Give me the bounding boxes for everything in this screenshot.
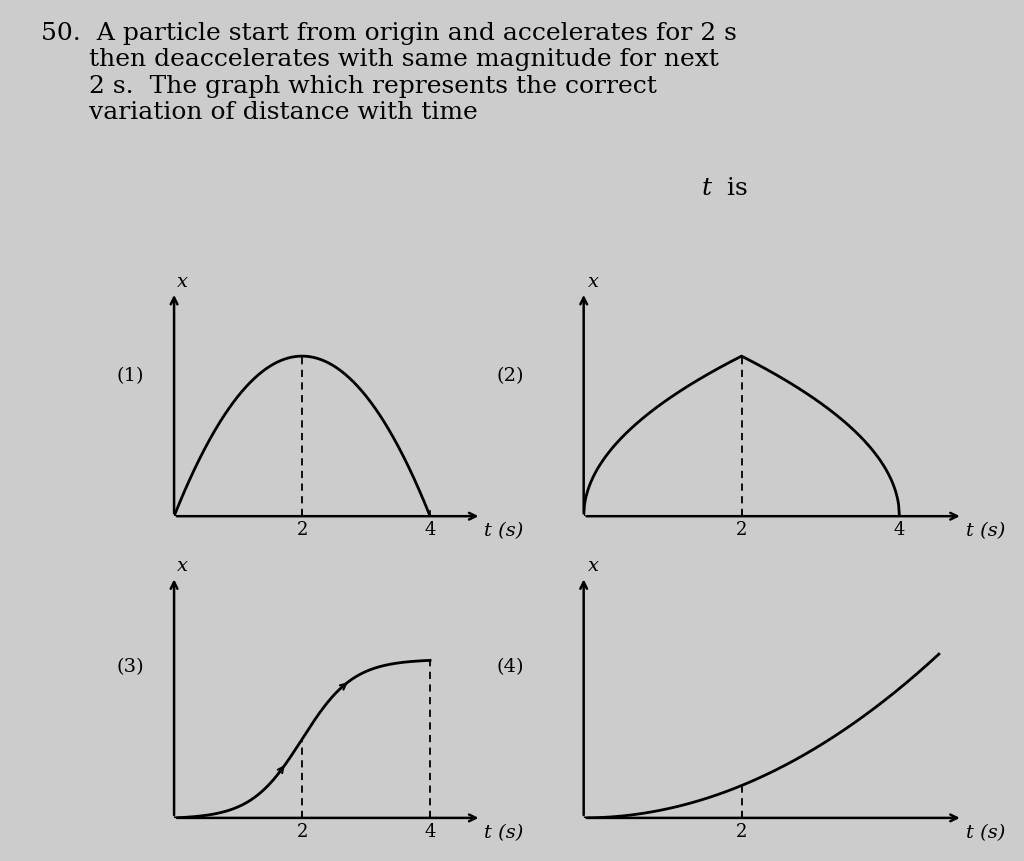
Text: (2): (2) bbox=[497, 367, 524, 385]
Text: x: x bbox=[177, 273, 188, 290]
Text: t (s): t (s) bbox=[967, 521, 1006, 539]
Text: x: x bbox=[177, 556, 188, 574]
Text: t (s): t (s) bbox=[484, 823, 523, 841]
Text: t (s): t (s) bbox=[484, 521, 523, 539]
Text: (3): (3) bbox=[117, 658, 144, 676]
Text: x: x bbox=[588, 273, 598, 290]
Text: is: is bbox=[719, 177, 748, 200]
Text: (1): (1) bbox=[117, 367, 144, 385]
Text: x: x bbox=[588, 556, 598, 574]
Text: (4): (4) bbox=[497, 658, 524, 676]
Text: 50.  A particle start from origin and accelerates for 2 s
      then deaccelerat: 50. A particle start from origin and acc… bbox=[41, 22, 737, 124]
Text: t (s): t (s) bbox=[967, 823, 1006, 841]
Text: t: t bbox=[701, 177, 712, 200]
